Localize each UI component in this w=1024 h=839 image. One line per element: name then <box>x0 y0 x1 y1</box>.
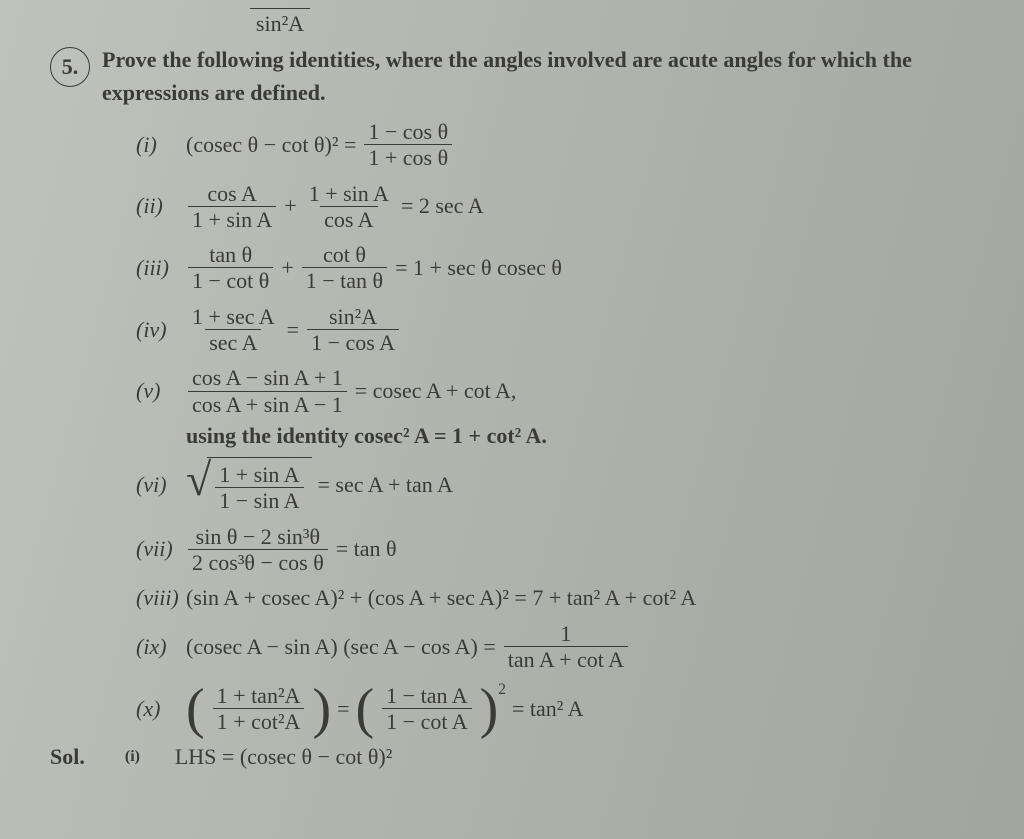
item-label: (vi) <box>136 472 186 498</box>
item-i: (i) (cosec θ − cot θ)² = 1 − cos θ 1 + c… <box>136 119 974 171</box>
item-ix: (ix) (cosec A − sin A) (sec A − cos A) =… <box>136 621 974 673</box>
paren-icon: ( <box>186 685 205 733</box>
item-v: (v) cos A − sin A + 1 cos A + sin A − 1 … <box>136 365 974 417</box>
item-label: (ix) <box>136 634 186 660</box>
previous-fragment: sin²A <box>250 8 310 37</box>
question-row: 5. Prove the following identities, where… <box>50 43 974 109</box>
item-label: (i) <box>136 132 186 158</box>
fraction: 1 + tan²A 1 + cot²A <box>213 683 305 735</box>
fraction: cos A − sin A + 1 cos A + sin A − 1 <box>188 365 347 417</box>
fraction: cos A 1 + sin A <box>188 181 276 233</box>
fraction: tan θ 1 − cot θ <box>188 242 273 294</box>
fraction: sin²A 1 − cos A <box>307 304 399 356</box>
fraction: 1 + sin A cos A <box>305 181 393 233</box>
fraction: 1 − cos θ 1 + cos θ <box>364 119 452 171</box>
fraction: 1 − tan A 1 − cot A <box>382 683 471 735</box>
fraction: cot θ 1 − tan θ <box>302 242 387 294</box>
question-text: Prove the following identities, where th… <box>102 43 974 109</box>
paren-icon: ) <box>312 685 331 733</box>
fraction: 1 tan A + cot A <box>504 621 628 673</box>
item-vi: (vi) √ 1 + sin A 1 − sin A = sec A + tan… <box>136 457 974 514</box>
paren-icon: ( <box>356 685 375 733</box>
item-label: (iv) <box>136 317 186 343</box>
solution-label: Sol. <box>50 744 85 770</box>
items-list: (i) (cosec θ − cot θ)² = 1 − cos θ 1 + c… <box>136 119 974 734</box>
item-iv: (iv) 1 + sec A sec A = sin²A 1 − cos A <box>136 304 974 356</box>
fraction: 1 + sin A 1 − sin A <box>215 462 303 514</box>
item-v-hint: using the identity cosec² A = 1 + cot² A… <box>186 423 974 449</box>
sqrt: √ 1 + sin A 1 − sin A <box>186 457 312 514</box>
fraction: sin θ − 2 sin³θ 2 cos³θ − cos θ <box>188 524 328 576</box>
solution-row: Sol. (i) LHS = (cosec θ − cot θ)² <box>50 744 974 770</box>
item-label: (ii) <box>136 193 186 219</box>
page: sin²A 5. Prove the following identities,… <box>0 0 1024 839</box>
fraction: 1 + sec A sec A <box>188 304 279 356</box>
item-iii: (iii) tan θ 1 − cot θ + cot θ 1 − tan θ … <box>136 242 974 294</box>
question-number: 5. <box>50 47 90 87</box>
solution-text: LHS = (cosec θ − cot θ)² <box>175 744 392 770</box>
item-label: (iii) <box>136 255 186 281</box>
item-label: (x) <box>136 696 186 722</box>
item-vii: (vii) sin θ − 2 sin³θ 2 cos³θ − cos θ = … <box>136 524 974 576</box>
item-viii: (viii) (sin A + cosec A)² + (cos A + sec… <box>136 585 974 611</box>
item-x: (x) ( 1 + tan²A 1 + cot²A ) = ( 1 − tan … <box>136 683 974 735</box>
solution-item-label: (i) <box>125 748 175 766</box>
item-ii: (ii) cos A 1 + sin A + 1 + sin A cos A =… <box>136 181 974 233</box>
item-label: (v) <box>136 378 186 404</box>
lhs-text: (cosec θ − cot θ)² = <box>186 132 356 158</box>
item-label: (viii) <box>136 585 186 611</box>
item-label: (vii) <box>136 536 186 562</box>
paren-icon: ) <box>480 685 499 733</box>
